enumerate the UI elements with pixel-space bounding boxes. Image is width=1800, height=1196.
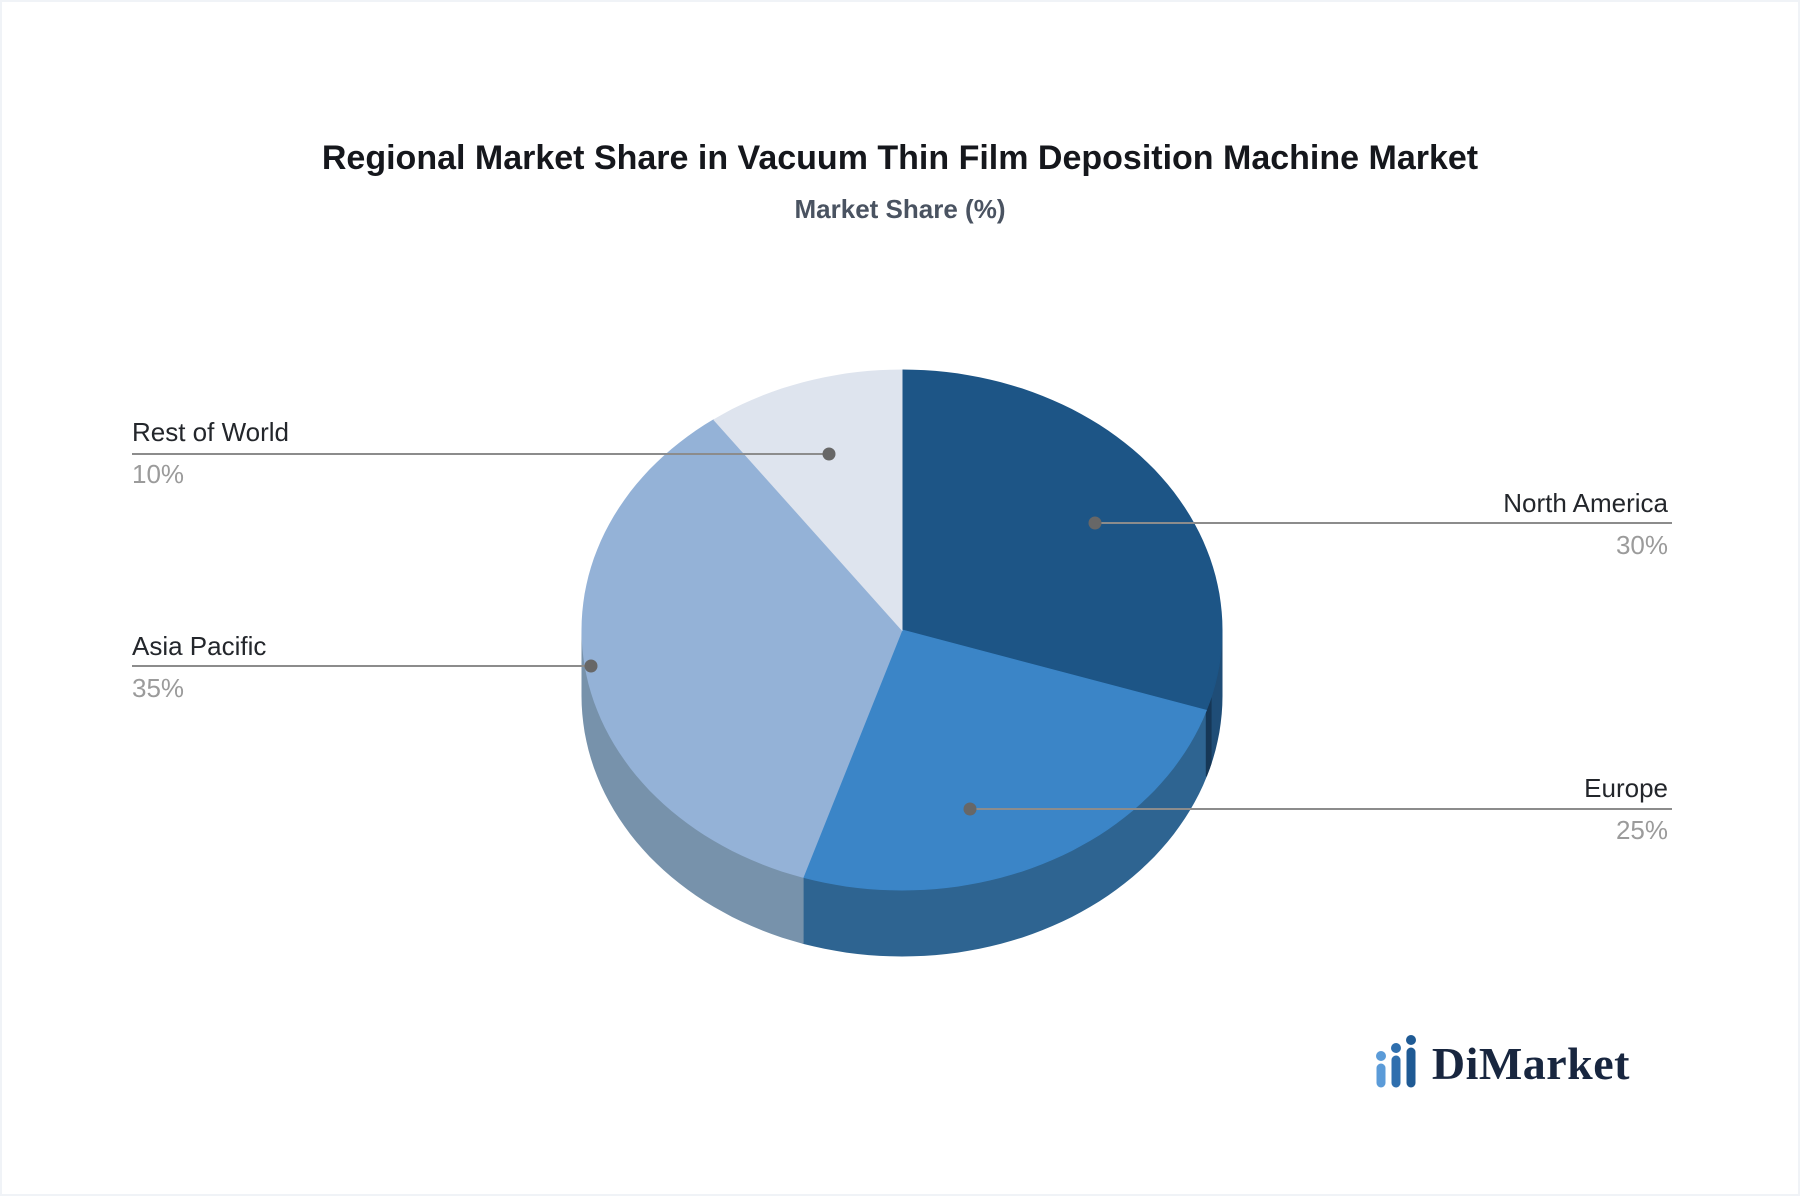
slice-pct-europe: 25% [1615,815,1668,845]
slice-pct-north-america: 30% [1615,530,1668,560]
logo-text: DiMarket [1431,1037,1630,1089]
slice-label-asia-pacific: Asia Pacific [132,631,267,661]
slice-pct-rest-of-world: 10% [132,459,185,489]
dimarket-logo: DiMarket [1373,1032,1630,1088]
chart-subtitle: Market Share (%) [794,194,1006,224]
slice-label-europe: Europe [1584,773,1668,803]
slice-label-rest-of-world: Rest of World [132,417,290,447]
chart-title: Regional Market Share in Vacuum Thin Fil… [321,139,1479,177]
slice-label-north-america: North America [1503,488,1668,518]
logo-bars-icon [1375,1035,1416,1088]
slice-pct-asia-pacific: 35% [132,673,185,703]
